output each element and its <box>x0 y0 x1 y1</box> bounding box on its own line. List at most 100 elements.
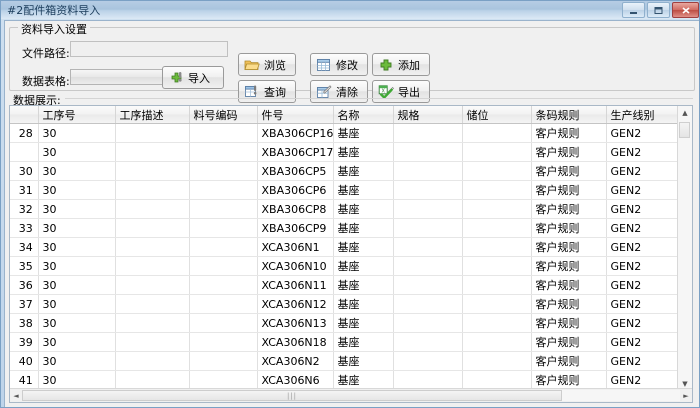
minimize-button[interactable] <box>622 2 645 18</box>
cell-production-line[interactable]: GEN2 <box>606 370 678 390</box>
cell-part-no[interactable]: XBA306CP6 <box>257 180 334 200</box>
table-row[interactable]: 3330XBA306CP9基座客户规则GEN2L=450 <box>10 218 678 238</box>
cell-spec[interactable] <box>393 275 463 295</box>
table-row[interactable]: 3630XCA306N11基座客户规则GEN2L=550 <box>10 275 678 295</box>
cell-process-no[interactable]: 30 <box>38 142 116 162</box>
cell-process-desc[interactable] <box>115 123 190 143</box>
cell-name[interactable]: 基座 <box>333 275 394 295</box>
cell-production-line[interactable]: GEN2 <box>606 256 678 276</box>
cell-rownum[interactable]: 33 <box>10 218 39 238</box>
cell-part-no[interactable]: XBA306CP5 <box>257 161 334 181</box>
col-location[interactable]: 储位 <box>462 106 532 124</box>
cell-spec[interactable] <box>393 256 463 276</box>
cell-spec[interactable] <box>393 142 463 162</box>
cell-part-no[interactable]: XBA306CP17 <box>257 142 334 162</box>
cell-process-desc[interactable] <box>115 275 190 295</box>
cell-production-line[interactable]: GEN2 <box>606 161 678 181</box>
table-row[interactable]: 4030XCA306N2基座客户规则GEN2L=100 <box>10 351 678 371</box>
cell-process-desc[interactable] <box>115 142 190 162</box>
cell-spec[interactable] <box>393 313 463 333</box>
cell-spec[interactable] <box>393 294 463 314</box>
cell-rownum[interactable]: 32 <box>10 199 39 219</box>
cell-spec[interactable] <box>393 351 463 371</box>
grid-vertical-scrollbar[interactable]: ▲ ▼ <box>677 106 692 390</box>
cell-name[interactable]: 基座 <box>333 180 394 200</box>
cell-location[interactable] <box>462 332 532 352</box>
cell-location[interactable] <box>462 218 532 238</box>
cell-barcode-rule[interactable]: 客户规则 <box>531 180 607 200</box>
cell-process-desc[interactable] <box>115 351 190 371</box>
cell-material-code[interactable] <box>189 142 258 162</box>
cell-rownum[interactable]: 34 <box>10 237 39 257</box>
cell-material-code[interactable] <box>189 161 258 181</box>
cell-production-line[interactable]: GEN2 <box>606 313 678 333</box>
table-row[interactable]: 3930XCA306N18基座客户规则GEN2L=900 <box>10 332 678 352</box>
import-button[interactable]: 导入 <box>162 66 224 89</box>
cell-process-desc[interactable] <box>115 180 190 200</box>
file-path-input[interactable] <box>70 41 228 57</box>
maximize-button[interactable] <box>647 2 670 18</box>
cell-spec[interactable] <box>393 237 463 257</box>
cell-process-no[interactable]: 30 <box>38 180 116 200</box>
cell-location[interactable] <box>462 180 532 200</box>
table-row[interactable]: 3030XBA306CP5基座客户规则GEN2L=250 <box>10 161 678 181</box>
cell-barcode-rule[interactable]: 客户规则 <box>531 351 607 371</box>
cell-barcode-rule[interactable]: 客户规则 <box>531 332 607 352</box>
cell-location[interactable] <box>462 351 532 371</box>
cell-material-code[interactable] <box>189 237 258 257</box>
cell-barcode-rule[interactable]: 客户规则 <box>531 142 607 162</box>
col-production-line[interactable]: 生产线别 <box>606 106 678 124</box>
col-part-no[interactable]: 件号 <box>257 106 334 124</box>
cell-rownum[interactable] <box>10 142 39 162</box>
cell-material-code[interactable] <box>189 199 258 219</box>
cell-production-line[interactable]: GEN2 <box>606 275 678 295</box>
cell-barcode-rule[interactable]: 客户规则 <box>531 370 607 390</box>
cell-material-code[interactable] <box>189 218 258 238</box>
cell-rownum[interactable]: 39 <box>10 332 39 352</box>
cell-part-no[interactable]: XCA306N13 <box>257 313 334 333</box>
horizontal-scroll-track[interactable]: ||| <box>22 390 680 401</box>
cell-location[interactable] <box>462 313 532 333</box>
vertical-scroll-thumb[interactable] <box>679 122 690 138</box>
modify-button[interactable]: 修改 <box>310 53 368 76</box>
cell-location[interactable] <box>462 256 532 276</box>
cell-name[interactable]: 基座 <box>333 294 394 314</box>
cell-barcode-rule[interactable]: 客户规则 <box>531 199 607 219</box>
cell-material-code[interactable] <box>189 313 258 333</box>
data-grid[interactable]: 工序号 工序描述 料号编码 件号 名称 规格 储位 条码规则 生产线别 模型 备… <box>9 105 693 403</box>
col-name[interactable]: 名称 <box>333 106 394 124</box>
cell-part-no[interactable]: XCA306N11 <box>257 275 334 295</box>
cell-part-no[interactable]: XCA306N1 <box>257 237 334 257</box>
cell-name[interactable]: 基座 <box>333 218 394 238</box>
query-button[interactable]: 查询 <box>238 80 296 103</box>
cell-name[interactable]: 基座 <box>333 142 394 162</box>
table-row[interactable]: 4130XCA306N6基座客户规则GEN2L=300 <box>10 370 678 390</box>
add-button[interactable]: 添加 <box>372 53 430 76</box>
scroll-right-button[interactable]: ► <box>680 389 692 402</box>
cell-rownum[interactable]: 41 <box>10 370 39 390</box>
cell-name[interactable]: 基座 <box>333 256 394 276</box>
cell-rownum[interactable]: 35 <box>10 256 39 276</box>
cell-production-line[interactable]: GEN2 <box>606 351 678 371</box>
cell-production-line[interactable]: GEN2 <box>606 332 678 352</box>
cell-name[interactable]: 基座 <box>333 199 394 219</box>
scroll-up-button[interactable]: ▲ <box>682 108 688 117</box>
cell-name[interactable]: 基座 <box>333 351 394 371</box>
cell-process-no[interactable]: 30 <box>38 275 116 295</box>
col-process-no[interactable]: 工序号 <box>38 106 116 124</box>
cell-material-code[interactable] <box>189 123 258 143</box>
cell-process-desc[interactable] <box>115 370 190 390</box>
cell-rownum[interactable]: 36 <box>10 275 39 295</box>
horizontal-scroll-thumb[interactable]: ||| <box>22 390 562 401</box>
cell-barcode-rule[interactable]: 客户规则 <box>531 313 607 333</box>
cell-location[interactable] <box>462 237 532 257</box>
clear-button[interactable]: 清除 <box>310 80 368 103</box>
cell-name[interactable]: 基座 <box>333 370 394 390</box>
cell-production-line[interactable]: GEN2 <box>606 142 678 162</box>
cell-process-desc[interactable] <box>115 199 190 219</box>
table-row[interactable]: 3130XBA306CP6基座客户规则GEN2L=300 <box>10 180 678 200</box>
cell-production-line[interactable]: GEN2 <box>606 123 678 143</box>
cell-process-desc[interactable] <box>115 332 190 352</box>
cell-name[interactable]: 基座 <box>333 237 394 257</box>
cell-rownum[interactable]: 30 <box>10 161 39 181</box>
